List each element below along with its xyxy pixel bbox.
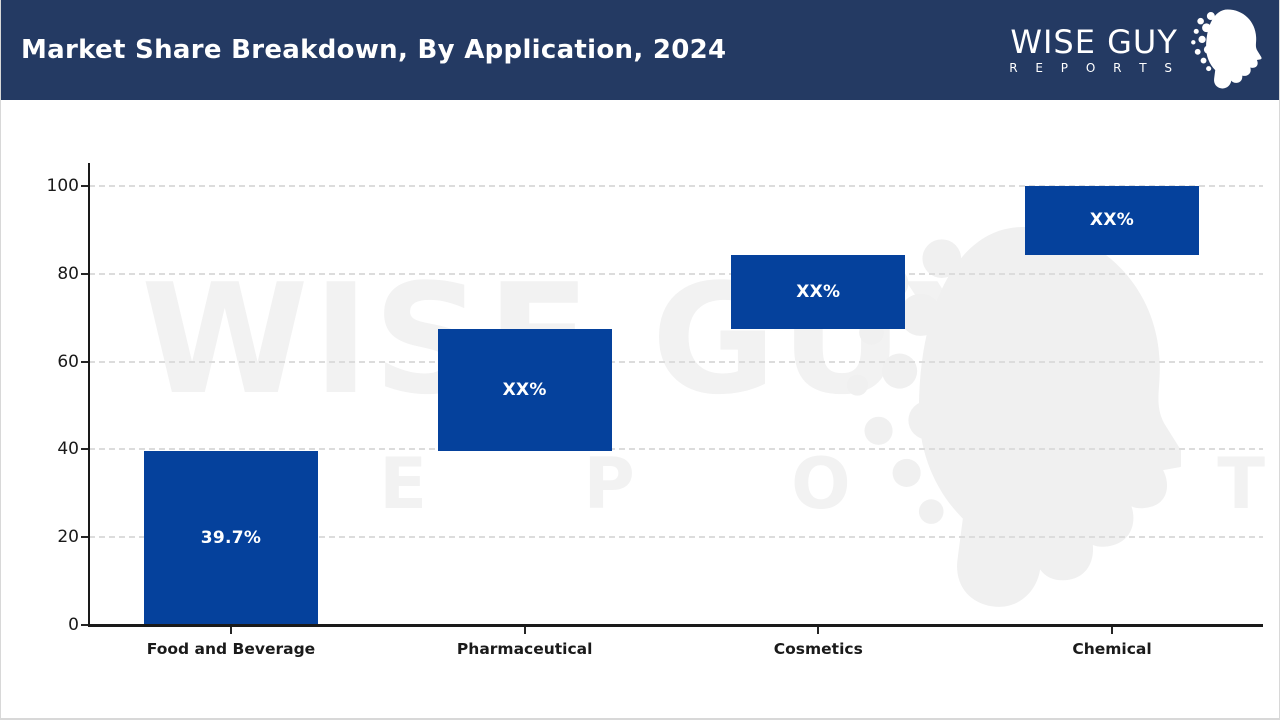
gridline-100 <box>89 185 1263 187</box>
x-axis-tick-mark <box>230 627 232 634</box>
bar-pharmaceutical: XX% <box>437 328 612 451</box>
y-axis-tick-label: 80 <box>57 263 79 284</box>
gridline-20 <box>89 536 1263 539</box>
head-profile-icon <box>1191 9 1262 89</box>
x-axis-category-label: Pharmaceutical <box>456 640 593 658</box>
y-axis-tick-mark <box>81 624 88 626</box>
gridline-40 <box>89 448 1263 451</box>
chart-title: Market Share Breakdown, By Application, … <box>21 35 727 65</box>
bar-value-label: XX% <box>1089 210 1135 231</box>
bar-cosmetics: XX% <box>731 254 906 329</box>
bar-value-label: XX% <box>796 281 841 302</box>
bar-chemical: XX% <box>1025 186 1199 255</box>
logo-text: WISE GUY R E P O R T S <box>1009 25 1179 76</box>
y-axis-tick-label: 20 <box>57 527 79 548</box>
logo-wordmark: WISE GUY <box>1010 22 1178 61</box>
watermark-head-icon <box>846 227 1181 607</box>
bar-value-label: 39.7% <box>200 527 262 548</box>
x-axis-category-label: Chemical <box>1072 640 1152 658</box>
y-axis-spine <box>88 163 90 627</box>
y-axis-tick-label: 40 <box>57 439 79 460</box>
bar-value-label: XX% <box>502 379 547 400</box>
bar-food-and-beverage: 39.7% <box>144 450 318 625</box>
logo-subtext: R E P O R T S <box>1009 60 1179 75</box>
y-axis-tick-mark <box>81 536 88 539</box>
y-axis-tick-mark <box>81 185 88 187</box>
x-axis-tick-mark <box>817 627 820 634</box>
y-axis-tick-mark <box>81 448 88 451</box>
y-axis-tick-label: 60 <box>57 351 79 372</box>
x-axis-category-label: Food and Beverage <box>146 640 316 658</box>
y-axis-tick-label: 0 <box>68 615 79 635</box>
plot-area: WISE GUY R E P O R T S 02040608010039.7%… <box>1 100 1279 718</box>
gridline-60 <box>89 360 1263 363</box>
gridline-80 <box>89 272 1263 275</box>
x-axis-tick-mark <box>523 627 526 634</box>
y-axis-tick-mark <box>81 272 88 275</box>
x-axis-category-label: Cosmetics <box>773 640 863 658</box>
header: Market Share Breakdown, By Application, … <box>1 0 1279 100</box>
wiseguy-logo: WISE GUY R E P O R T S <box>1009 8 1267 92</box>
y-axis-tick-mark <box>81 360 88 363</box>
y-axis-tick-label: 100 <box>46 176 79 196</box>
x-axis-spine <box>89 624 1263 627</box>
x-axis-tick-mark <box>1111 627 1113 634</box>
